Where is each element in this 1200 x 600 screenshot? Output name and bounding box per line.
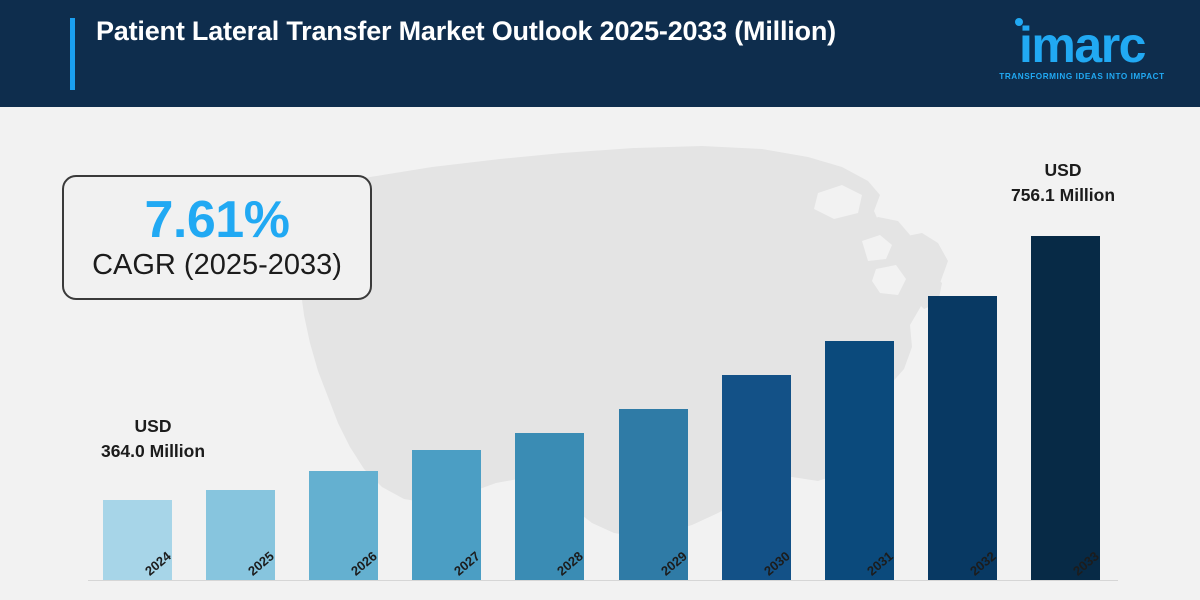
x-axis-tick-2025: 2025: [244, 548, 277, 579]
bar-2033[interactable]: 2033: [1031, 236, 1102, 580]
cagr-value: 7.61%: [144, 191, 290, 250]
bar-2032[interactable]: 2032: [928, 296, 999, 580]
logo-tagline: TRANSFORMING IDEAS INTO IMPACT: [999, 72, 1165, 81]
bar-2031[interactable]: 2031: [825, 341, 896, 580]
header-accent-bar: [70, 18, 75, 90]
bar-2030[interactable]: 2030: [722, 375, 793, 580]
page-title: Patient Lateral Transfer Market Outlook …: [96, 16, 836, 46]
x-axis-tick-2030: 2030: [760, 548, 793, 579]
x-axis-tick-2028: 2028: [553, 548, 586, 579]
start-currency-label: USD: [134, 416, 172, 436]
logo-wordmark: imarc: [1019, 17, 1146, 73]
bar-2025[interactable]: 2025: [206, 490, 277, 580]
bar-2028[interactable]: 2028: [515, 433, 586, 580]
bar-2026[interactable]: 2026: [309, 471, 380, 580]
x-axis-tick-2026: 2026: [347, 548, 380, 579]
x-axis-tick-2027: 2027: [450, 548, 483, 579]
header-bar: Patient Lateral Transfer Market Outlook …: [0, 0, 1200, 107]
end-value-label: 756.1 Million: [1010, 185, 1116, 206]
x-axis-tick-2032: 2032: [966, 548, 999, 579]
imarc-logo[interactable]: imarc TRANSFORMING IDEAS INTO IMPACT: [990, 18, 1174, 84]
x-axis-line: [88, 580, 1118, 581]
x-axis-tick-2029: 2029: [657, 548, 690, 579]
bar-2024[interactable]: 2024: [103, 500, 174, 580]
bar-2027[interactable]: 2027: [412, 450, 483, 580]
start-value-label: 364.0 Million: [100, 441, 206, 462]
cagr-badge: 7.61% CAGR (2025-2033): [62, 175, 372, 300]
end-value-callout: USD 756.1 Million: [968, 158, 1158, 209]
bar-2029[interactable]: 2029: [619, 409, 690, 580]
logo-dot-icon: [1015, 18, 1023, 26]
x-axis-tick-2031: 2031: [863, 548, 896, 579]
start-value-callout: USD 364.0 Million: [58, 414, 248, 465]
x-axis-tick-2033: 2033: [1069, 548, 1102, 579]
x-axis-tick-2024: 2024: [141, 548, 174, 579]
end-currency-label: USD: [1044, 160, 1082, 180]
cagr-label: CAGR (2025-2033): [92, 248, 342, 281]
